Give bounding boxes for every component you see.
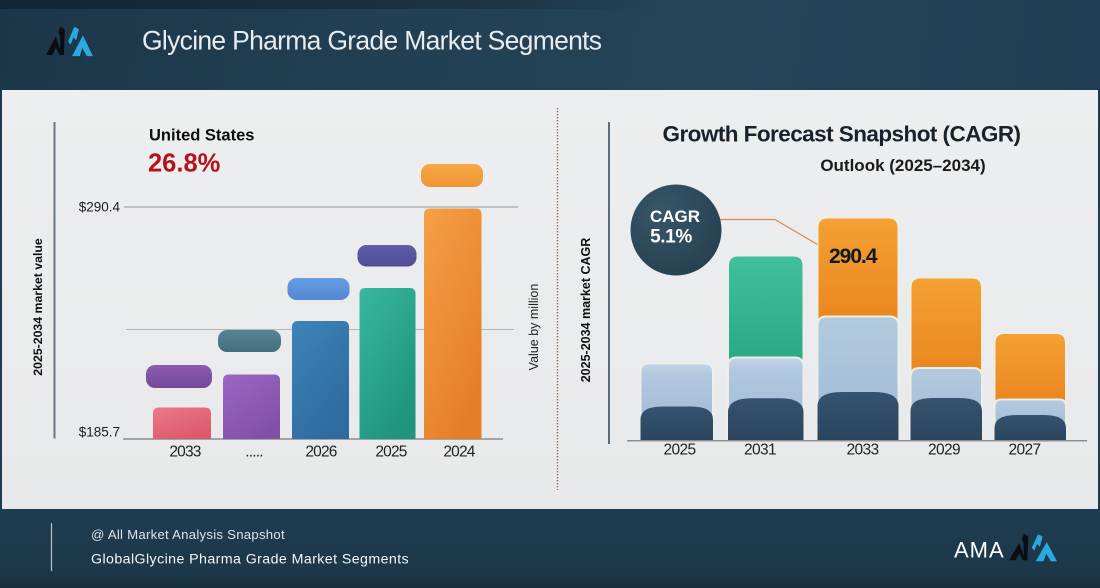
svg-text:2033: 2033	[846, 442, 878, 459]
svg-text:2031: 2031	[744, 442, 776, 459]
svg-text:2029: 2029	[928, 442, 960, 459]
svg-text:2025-2034 market CAGR: 2025-2034 market CAGR	[579, 238, 593, 383]
svg-text:2033: 2033	[169, 444, 200, 461]
svg-text:.....: .....	[245, 444, 263, 461]
svg-text:Outlook (2025–2034): Outlook (2025–2034)	[820, 156, 985, 175]
svg-text:5.1%: 5.1%	[650, 227, 692, 248]
svg-text:2025: 2025	[663, 442, 695, 459]
svg-text:2027: 2027	[1008, 442, 1040, 459]
svg-text:2026: 2026	[305, 444, 336, 461]
svg-text:$185.7: $185.7	[79, 425, 120, 440]
svg-text:2025: 2025	[375, 444, 406, 461]
svg-text:@ All Market Analysis Snapshot: @ All Market Analysis Snapshot	[91, 527, 285, 542]
svg-text:CAGR: CAGR	[650, 207, 700, 226]
svg-text:Glycine Pharma Grade Market Se: Glycine Pharma Grade Market Segments	[142, 26, 602, 56]
svg-text:GlobalGlycine Pharma Grade Mar: GlobalGlycine Pharma Grade Market Segmen…	[91, 552, 409, 568]
svg-text:2025-2034 market value: 2025-2034 market value	[31, 238, 45, 376]
svg-text:$290.4: $290.4	[79, 200, 121, 215]
svg-text:2024: 2024	[443, 444, 475, 461]
svg-text:Value by million: Value by million	[527, 284, 541, 371]
svg-text:United States: United States	[149, 127, 254, 145]
svg-text:290.4: 290.4	[829, 245, 878, 268]
svg-text:Growth Forecast Snapshot (CAGR: Growth Forecast Snapshot (CAGR)	[663, 122, 1021, 147]
svg-text:AMA: AMA	[954, 538, 1005, 563]
svg-text:26.8%: 26.8%	[148, 150, 220, 178]
